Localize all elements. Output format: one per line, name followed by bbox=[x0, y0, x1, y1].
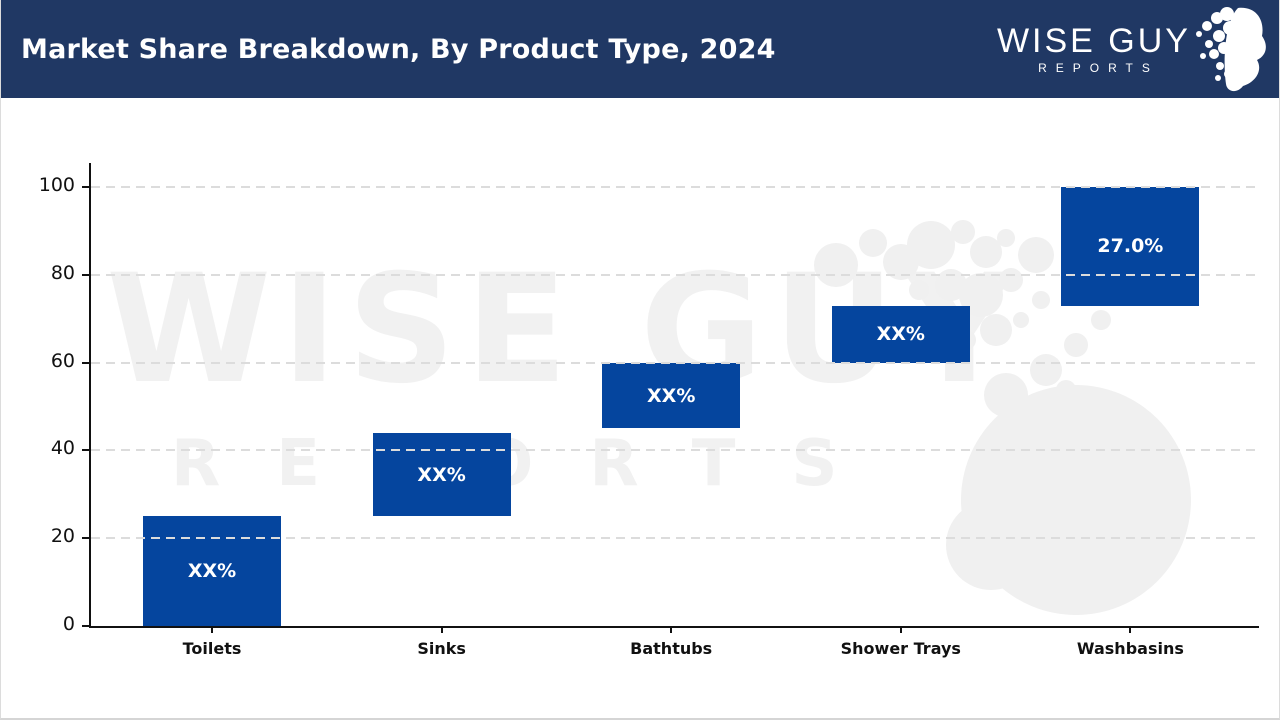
y-axis-line bbox=[89, 163, 91, 628]
x-category-label-toilets: Toilets bbox=[182, 639, 242, 658]
wise-guy-face-icon bbox=[1196, 7, 1266, 92]
bar-label-toilets: XX% bbox=[187, 560, 237, 583]
bar-bathtubs: XX% bbox=[602, 362, 741, 429]
gridline-100 bbox=[91, 186, 1257, 188]
y-tick-label-20: 20 bbox=[50, 525, 75, 548]
x-tick-bathtubs bbox=[670, 628, 673, 633]
y-tick-0 bbox=[82, 625, 89, 627]
gridline-60 bbox=[91, 361, 1257, 364]
bar-sinks: XX% bbox=[372, 432, 511, 517]
y-tick-80 bbox=[82, 273, 89, 276]
bar-label-shower-trays: XX% bbox=[876, 323, 925, 346]
header-bar: Market Share Breakdown, By Product Type,… bbox=[1, 0, 1279, 98]
logo-wordmark: WISE GUY bbox=[996, 21, 1191, 60]
y-tick-label-80: 80 bbox=[50, 261, 75, 284]
x-category-label-bathtubs: Bathtubs bbox=[630, 639, 713, 658]
logo-subtext: REPORTS bbox=[1038, 60, 1159, 75]
logo-text: WISE GUY REPORTS bbox=[997, 24, 1191, 75]
y-tick-label-40: 40 bbox=[50, 437, 75, 460]
bar-shower-trays: XX% bbox=[831, 305, 970, 363]
y-tick-label-0: 0 bbox=[62, 613, 75, 635]
y-tick-100 bbox=[82, 186, 89, 188]
x-tick-sinks bbox=[440, 628, 443, 633]
x-tick-washbasins bbox=[1129, 628, 1132, 633]
bar-label-bathtubs: XX% bbox=[647, 384, 696, 407]
x-category-label-sinks: Sinks bbox=[417, 639, 466, 658]
bar-toilets: XX% bbox=[143, 516, 281, 626]
x-axis-line bbox=[89, 626, 1259, 628]
page-title: Market Share Breakdown, By Product Type,… bbox=[21, 33, 776, 65]
y-tick-60 bbox=[82, 361, 89, 364]
y-tick-20 bbox=[82, 537, 89, 540]
gridline-80 bbox=[91, 273, 1257, 276]
x-tick-toilets bbox=[211, 628, 213, 633]
gridline-20 bbox=[91, 537, 1257, 540]
x-category-label-shower-trays: Shower Trays bbox=[840, 639, 961, 658]
wise-guy-logo: WISE GUY REPORTS bbox=[997, 6, 1267, 92]
y-tick-40 bbox=[82, 449, 89, 452]
x-tick-shower-trays bbox=[899, 628, 902, 633]
y-tick-label-100: 100 bbox=[38, 174, 75, 196]
gridline-40 bbox=[91, 449, 1257, 452]
bar-washbasins: 27.0% bbox=[1061, 187, 1200, 306]
bar-label-sinks: XX% bbox=[417, 463, 466, 486]
bar-label-washbasins: 27.0% bbox=[1097, 235, 1164, 258]
x-category-label-washbasins: Washbasins bbox=[1076, 639, 1184, 658]
y-tick-label-60: 60 bbox=[50, 349, 75, 372]
